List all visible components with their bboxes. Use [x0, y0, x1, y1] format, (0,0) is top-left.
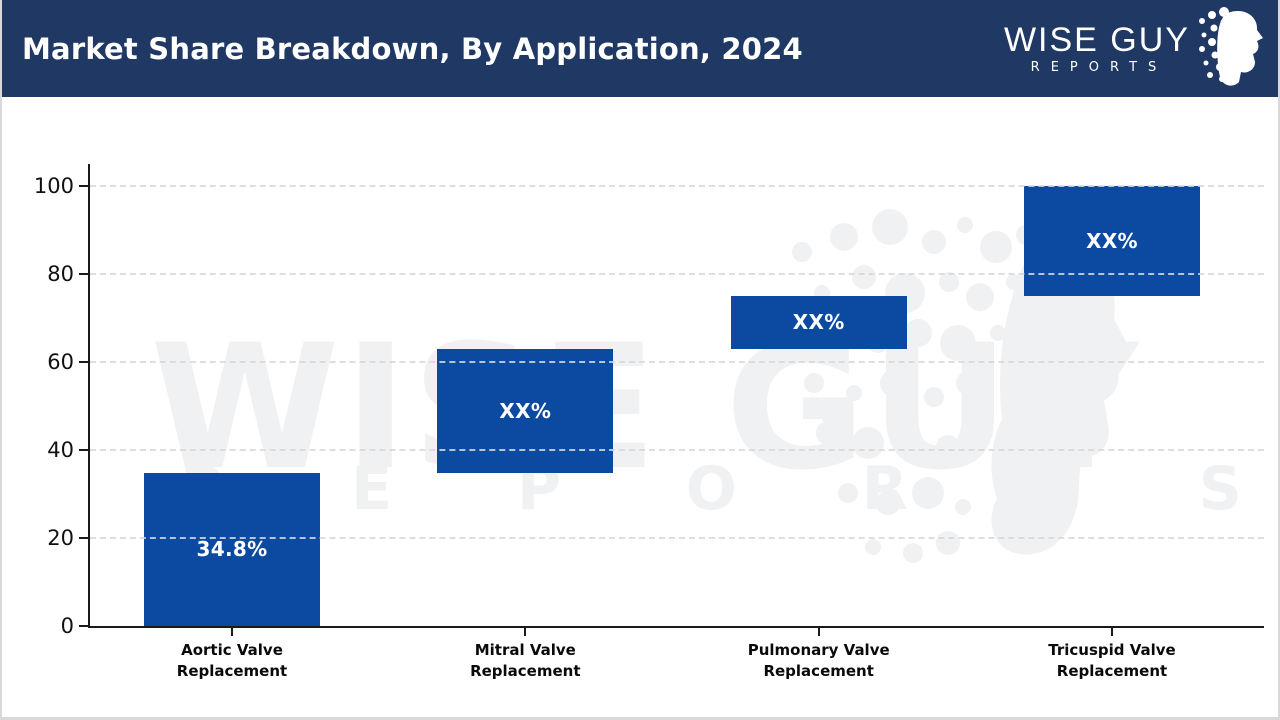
category-label-3: Pulmonary Valve Replacement — [747, 641, 890, 680]
category-label-2: Mitral Valve Replacement — [470, 641, 581, 680]
y-tick-mark-60 — [79, 361, 88, 363]
y-tick-label-40: 40 — [47, 438, 74, 462]
logo-wordmark-block: WISE GUY REPORTS — [1004, 23, 1190, 75]
category-label-1: Aortic Valve Replacement — [176, 641, 288, 680]
gridline-20 — [90, 537, 1264, 539]
gridline-100 — [90, 185, 1264, 187]
y-tick-label-60: 60 — [47, 350, 74, 374]
y-tick-label-100: 100 — [33, 174, 74, 198]
logo-wordmark: WISE GUY — [1003, 21, 1190, 59]
header: Market Share Breakdown, By Application, … — [2, 0, 1278, 97]
bar-segment-2: XX% — [437, 348, 614, 473]
x-tick-mark-1 — [231, 628, 233, 636]
x-tick-mark-2 — [524, 628, 527, 636]
gridline-60 — [90, 361, 1264, 363]
bar-value-label: XX% — [499, 398, 552, 423]
y-tick-mark-40 — [79, 449, 88, 451]
page-title: Market Share Breakdown, By Application, … — [22, 31, 803, 66]
gridline-40 — [90, 449, 1264, 451]
gridline-80 — [90, 273, 1264, 275]
bar-value-label: 34.8% — [196, 537, 268, 562]
bar-segment-4: XX% — [1024, 186, 1200, 296]
logo-subtitle: REPORTS — [1030, 60, 1168, 75]
y-tick-mark-80 — [79, 273, 88, 275]
bar-value-label: XX% — [1086, 229, 1138, 253]
y-tick-label-0: 0 — [60, 614, 74, 638]
watermark: WISE GUY R E P O R T S — [150, 209, 1280, 563]
category-label-4: Tricuspid Valve Replacement — [1048, 641, 1176, 680]
bar-segment-3: XX% — [730, 296, 907, 349]
y-axis-line — [88, 164, 90, 628]
watermark-head-dots — [786, 209, 1130, 563]
bar-segment-1: 34.8% — [144, 472, 320, 626]
y-tick-mark-0 — [79, 625, 88, 627]
y-tick-label-80: 80 — [47, 262, 74, 286]
x-tick-mark-4 — [1111, 628, 1113, 636]
bar-value-label: XX% — [792, 310, 845, 335]
x-axis-line — [88, 626, 1264, 628]
y-tick-mark-20 — [79, 537, 88, 539]
logo-head-icon — [1199, 7, 1263, 86]
y-tick-label-20: 20 — [47, 526, 74, 550]
x-tick-mark-3 — [817, 628, 820, 636]
brand-logo: WISE GUY REPORTS — [1004, 6, 1268, 92]
y-tick-mark-100 — [79, 185, 88, 187]
watermark-subtitle: R E P O R T S — [180, 454, 1280, 524]
